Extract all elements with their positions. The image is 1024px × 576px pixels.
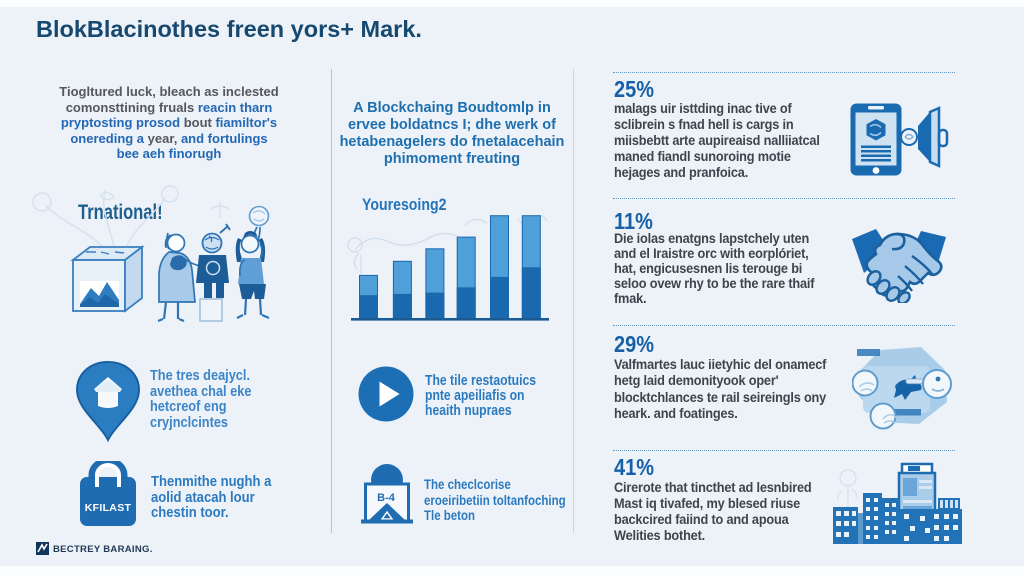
svg-text:KFILAST: KFILAST: [85, 502, 132, 514]
svg-text:B-4: B-4: [377, 492, 396, 504]
